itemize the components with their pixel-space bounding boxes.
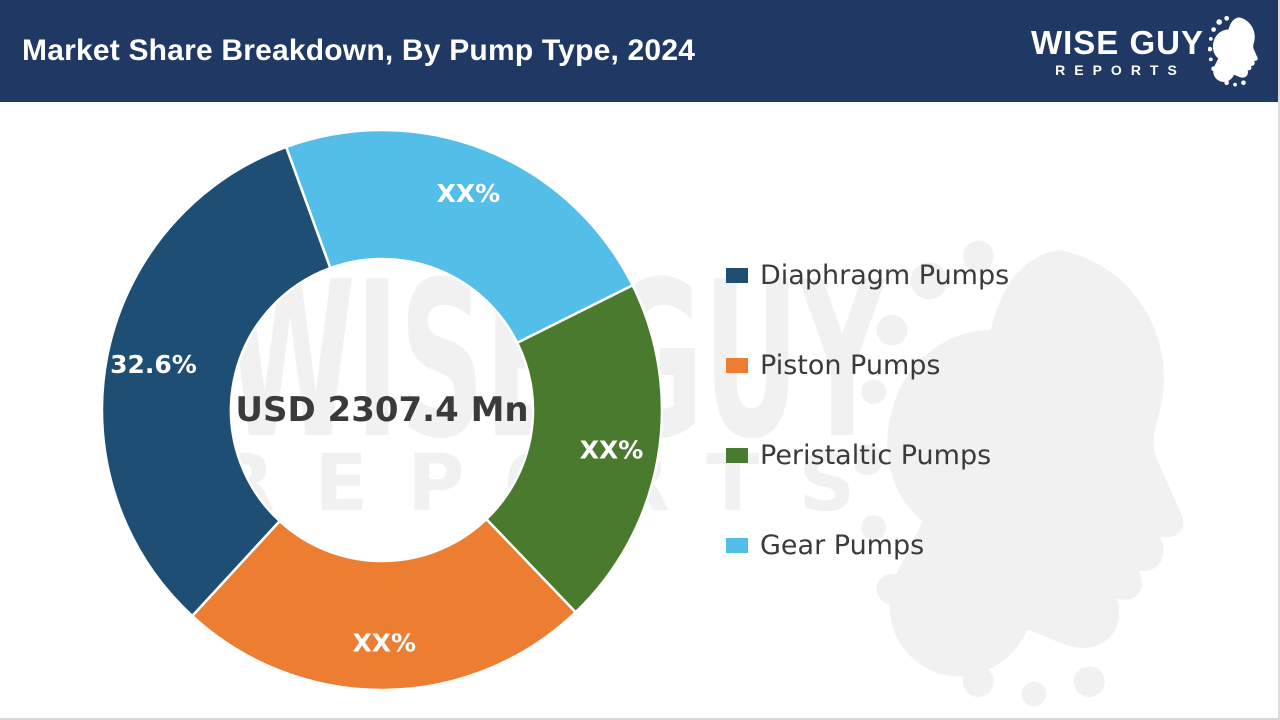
legend: Diaphragm Pumps Piston Pumps Peristaltic… — [726, 260, 1009, 620]
page-title: Market Share Breakdown, By Pump Type, 20… — [22, 34, 696, 67]
legend-swatch-piston-pumps — [726, 357, 748, 373]
logo-title-text: WISE GUY — [1030, 23, 1204, 61]
legend-swatch-peristaltic-pumps — [726, 447, 748, 463]
segment-value-label: XX% — [580, 436, 644, 465]
legend-label: Gear Pumps — [760, 529, 925, 561]
segment-value-label: XX% — [352, 629, 416, 658]
logo-wordmark: WISE GUY REPORTS — [1031, 26, 1204, 77]
legend-label: Piston Pumps — [760, 349, 941, 381]
legend-swatch-gear-pumps — [726, 537, 748, 553]
header-bar: Market Share Breakdown, By Pump Type, 20… — [0, 0, 1278, 102]
face-profile-icon — [1208, 10, 1264, 92]
donut-segment-piston-pumps — [190, 517, 578, 692]
donut-segment-gear-pumps — [284, 128, 635, 345]
wise-guy-reports-logo: WISE GUY REPORTS — [1031, 10, 1264, 92]
segment-value-label: XX% — [437, 179, 501, 208]
legend-label: Diaphragm Pumps — [760, 259, 1010, 291]
donut-center-value: USD 2307.4 Mn — [235, 390, 529, 430]
chart-area: WISE GUY REPORTS 32.6%XX%XX%XX% USD 2307… — [0, 102, 1278, 718]
legend-item-piston-pumps: Piston Pumps — [726, 349, 1009, 381]
donut-segment-diaphragm-pumps — [100, 145, 333, 618]
legend-item-gear-pumps: Gear Pumps — [726, 529, 1009, 561]
legend-item-diaphragm-pumps: Diaphragm Pumps — [726, 259, 1010, 291]
legend-swatch-diaphragm-pumps — [726, 267, 748, 283]
segment-value-label: 32.6% — [110, 350, 197, 379]
donut-segment-peristaltic-pumps — [484, 283, 664, 614]
donut-chart: 32.6% XX% XX% XX% — [100, 128, 664, 692]
legend-item-peristaltic-pumps: Peristaltic Pumps — [726, 439, 1009, 471]
legend-label: Peristaltic Pumps — [760, 439, 992, 471]
logo-subtitle-text: REPORTS — [1055, 61, 1186, 78]
